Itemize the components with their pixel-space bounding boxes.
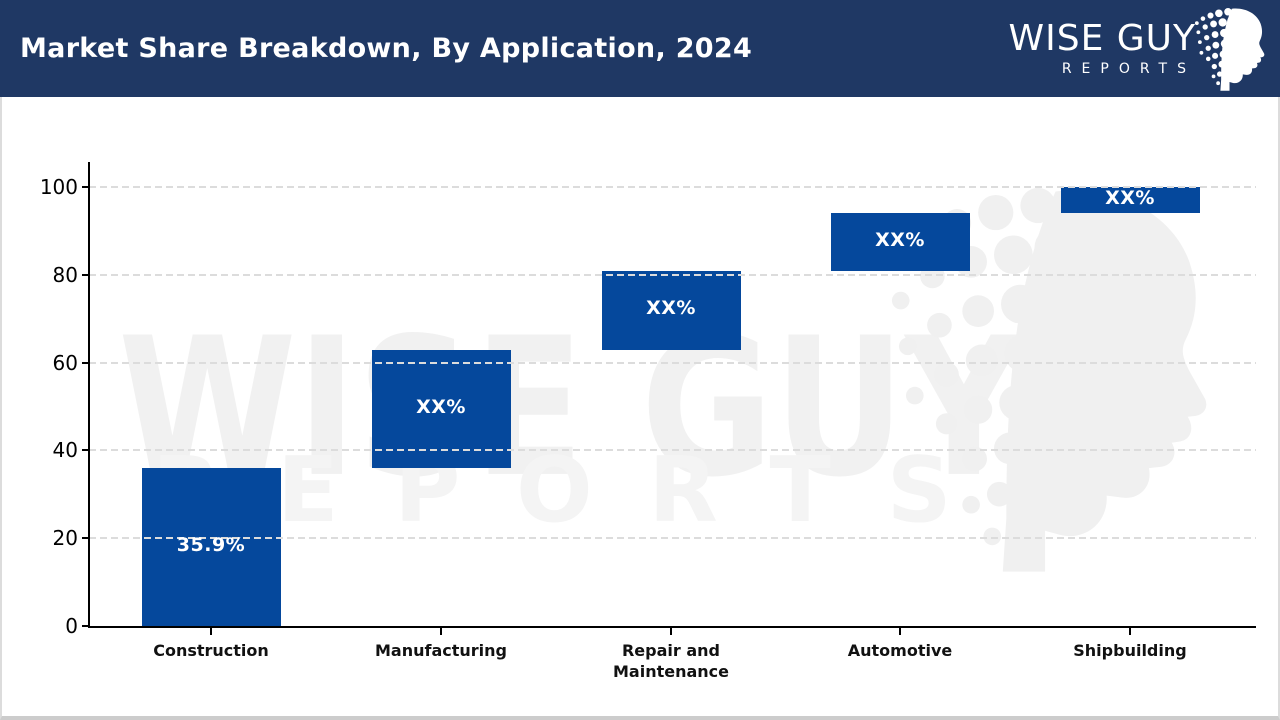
gridline-60 (89, 361, 1256, 364)
x-axis-line (88, 626, 1256, 628)
gridline-80 (89, 273, 1256, 276)
y-tick-mark (82, 537, 89, 540)
category-label: Manufacturing (375, 641, 507, 660)
y-tick-label: 60 (52, 350, 78, 375)
x-tick-mark (899, 628, 901, 635)
gridline-40 (89, 449, 1256, 452)
bar-value-label: 35.9% (176, 534, 246, 557)
bar-repair-and-maintenance (601, 270, 741, 350)
x-tick-mark (670, 628, 672, 635)
bar-value-label: XX% (416, 396, 466, 419)
header: Market Share Breakdown, By Application, … (0, 0, 1280, 97)
category-label: Repair and Maintenance (612, 641, 729, 681)
y-tick-label: 40 (52, 438, 78, 463)
wiseguy-logo: WISE GUY REPORTS (1009, 7, 1267, 91)
gridline-20 (89, 537, 1256, 540)
y-tick-mark (82, 273, 89, 276)
y-tick-label: 80 (52, 262, 78, 287)
category-label: Construction (153, 641, 269, 660)
gridline-100 (89, 186, 1256, 188)
bar-manufacturing (371, 349, 511, 469)
logo-wordmark: WISE GUY (1008, 17, 1196, 59)
bar-value-label: XX% (875, 229, 925, 252)
logo-face-icon (1194, 7, 1265, 91)
x-tick-mark (440, 628, 442, 635)
logo-text: WISE GUY REPORTS (1008, 17, 1197, 77)
logo-subtext: REPORTS (1061, 60, 1196, 77)
category-label: Automotive (847, 641, 953, 660)
x-tick-mark (210, 628, 212, 635)
bar-construction (141, 468, 281, 626)
y-tick-mark (82, 361, 89, 364)
bar-value-label: XX% (1105, 187, 1155, 210)
y-tick-mark (82, 186, 89, 188)
page-title: Market Share Breakdown, By Application, … (20, 33, 753, 64)
category-label: Shipbuilding (1073, 641, 1187, 660)
y-tick-label: 100 (39, 175, 78, 199)
y-tick-mark (82, 449, 89, 452)
x-tick-mark (1129, 628, 1131, 635)
y-tick-mark (82, 625, 89, 627)
bar-value-label: XX% (646, 297, 696, 320)
y-tick-label: 20 (52, 526, 78, 551)
y-tick-label: 0 (65, 614, 78, 638)
y-axis-line (88, 162, 90, 628)
